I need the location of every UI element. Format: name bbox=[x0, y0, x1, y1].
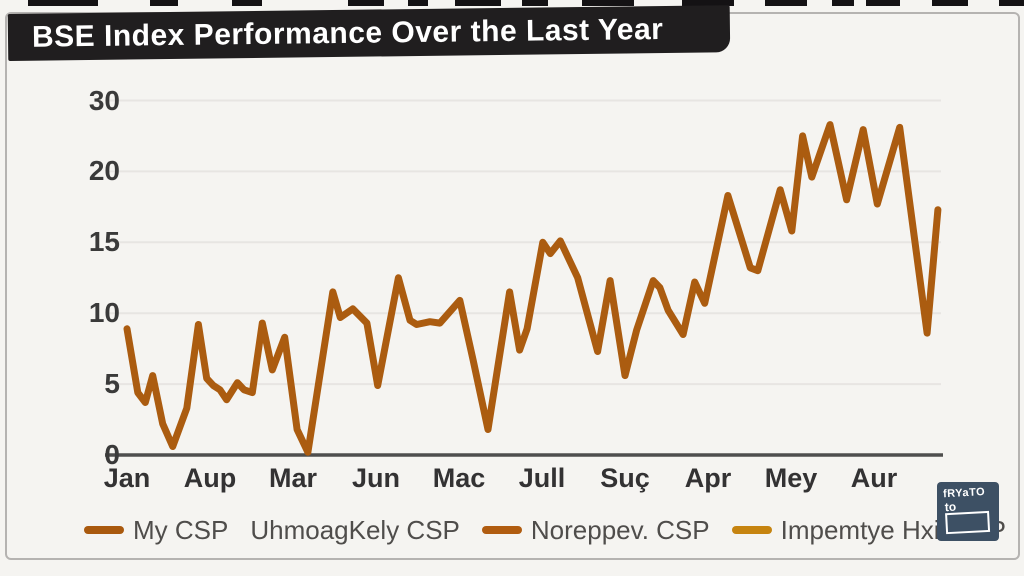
logo-text-line1: fRYaTO bbox=[942, 486, 986, 501]
torn-edge-segment bbox=[455, 0, 501, 6]
logo-content: fRYaTO to bbox=[937, 482, 999, 541]
data-line-series bbox=[123, 121, 942, 456]
legend-label: My CSP bbox=[133, 514, 229, 545]
torn-edge-segment bbox=[682, 0, 734, 6]
torn-edge-segment bbox=[999, 0, 1024, 6]
x-tick-label: Suç bbox=[600, 463, 650, 493]
legend-line-marker-icon bbox=[84, 526, 124, 534]
torn-edge-segment bbox=[408, 0, 428, 6]
torn-edge-segment bbox=[150, 0, 178, 6]
torn-edge-segment bbox=[765, 0, 807, 6]
y-tick-label: 20 bbox=[88, 155, 120, 187]
title-banner: BSE Index Performance Over the Last Year bbox=[7, 5, 731, 61]
logo-badge: fRYaTO to bbox=[937, 482, 999, 541]
torn-edge-segment bbox=[582, 0, 634, 6]
x-tick-label: Jull bbox=[518, 463, 566, 493]
y-tick-label: 30 bbox=[88, 84, 120, 116]
legend-line-marker-icon bbox=[731, 526, 772, 534]
x-tick-label: Aur bbox=[850, 463, 898, 493]
torn-edge-segment bbox=[832, 0, 854, 6]
legend-line-marker-icon bbox=[481, 526, 522, 534]
legend-item: My CSP bbox=[84, 515, 228, 546]
x-tick-label: Apr bbox=[684, 463, 732, 493]
x-tick-label: Mac bbox=[432, 463, 486, 493]
y-tick-label: 0 bbox=[104, 439, 120, 470]
legend-label: UhmoagKely CSP bbox=[250, 514, 460, 545]
x-tick-label: Mey bbox=[764, 463, 818, 493]
torn-edge-segment bbox=[28, 0, 98, 6]
x-tick-label: Jan bbox=[103, 463, 151, 493]
x-tick-label: Aup bbox=[183, 463, 237, 493]
torn-edge-segment bbox=[866, 0, 900, 6]
y-tick-label: 10 bbox=[88, 297, 120, 329]
chart-legend: My CSP UhmoagKely CSP Noreppev. CSP Impemty… bbox=[84, 511, 1006, 549]
torn-edge-segment bbox=[932, 0, 968, 6]
y-tick-label: 5 bbox=[104, 368, 120, 400]
chart-title: BSE Index Performance Over the Last Year bbox=[31, 12, 664, 54]
y-tick-label: 15 bbox=[88, 226, 120, 258]
logo-frame-icon bbox=[945, 510, 991, 535]
x-tick-label: Jun bbox=[351, 463, 400, 493]
legend-item: Noreppev. CSP bbox=[481, 514, 710, 546]
torn-edge-segment bbox=[522, 0, 548, 6]
torn-edge-segment bbox=[348, 0, 384, 6]
x-tick-label: Mar bbox=[268, 463, 317, 493]
torn-edge-segment bbox=[232, 0, 262, 6]
legend-item: UhmoagKely CSP bbox=[250, 515, 460, 546]
legend-label: Noreppev. CSP bbox=[530, 514, 710, 545]
